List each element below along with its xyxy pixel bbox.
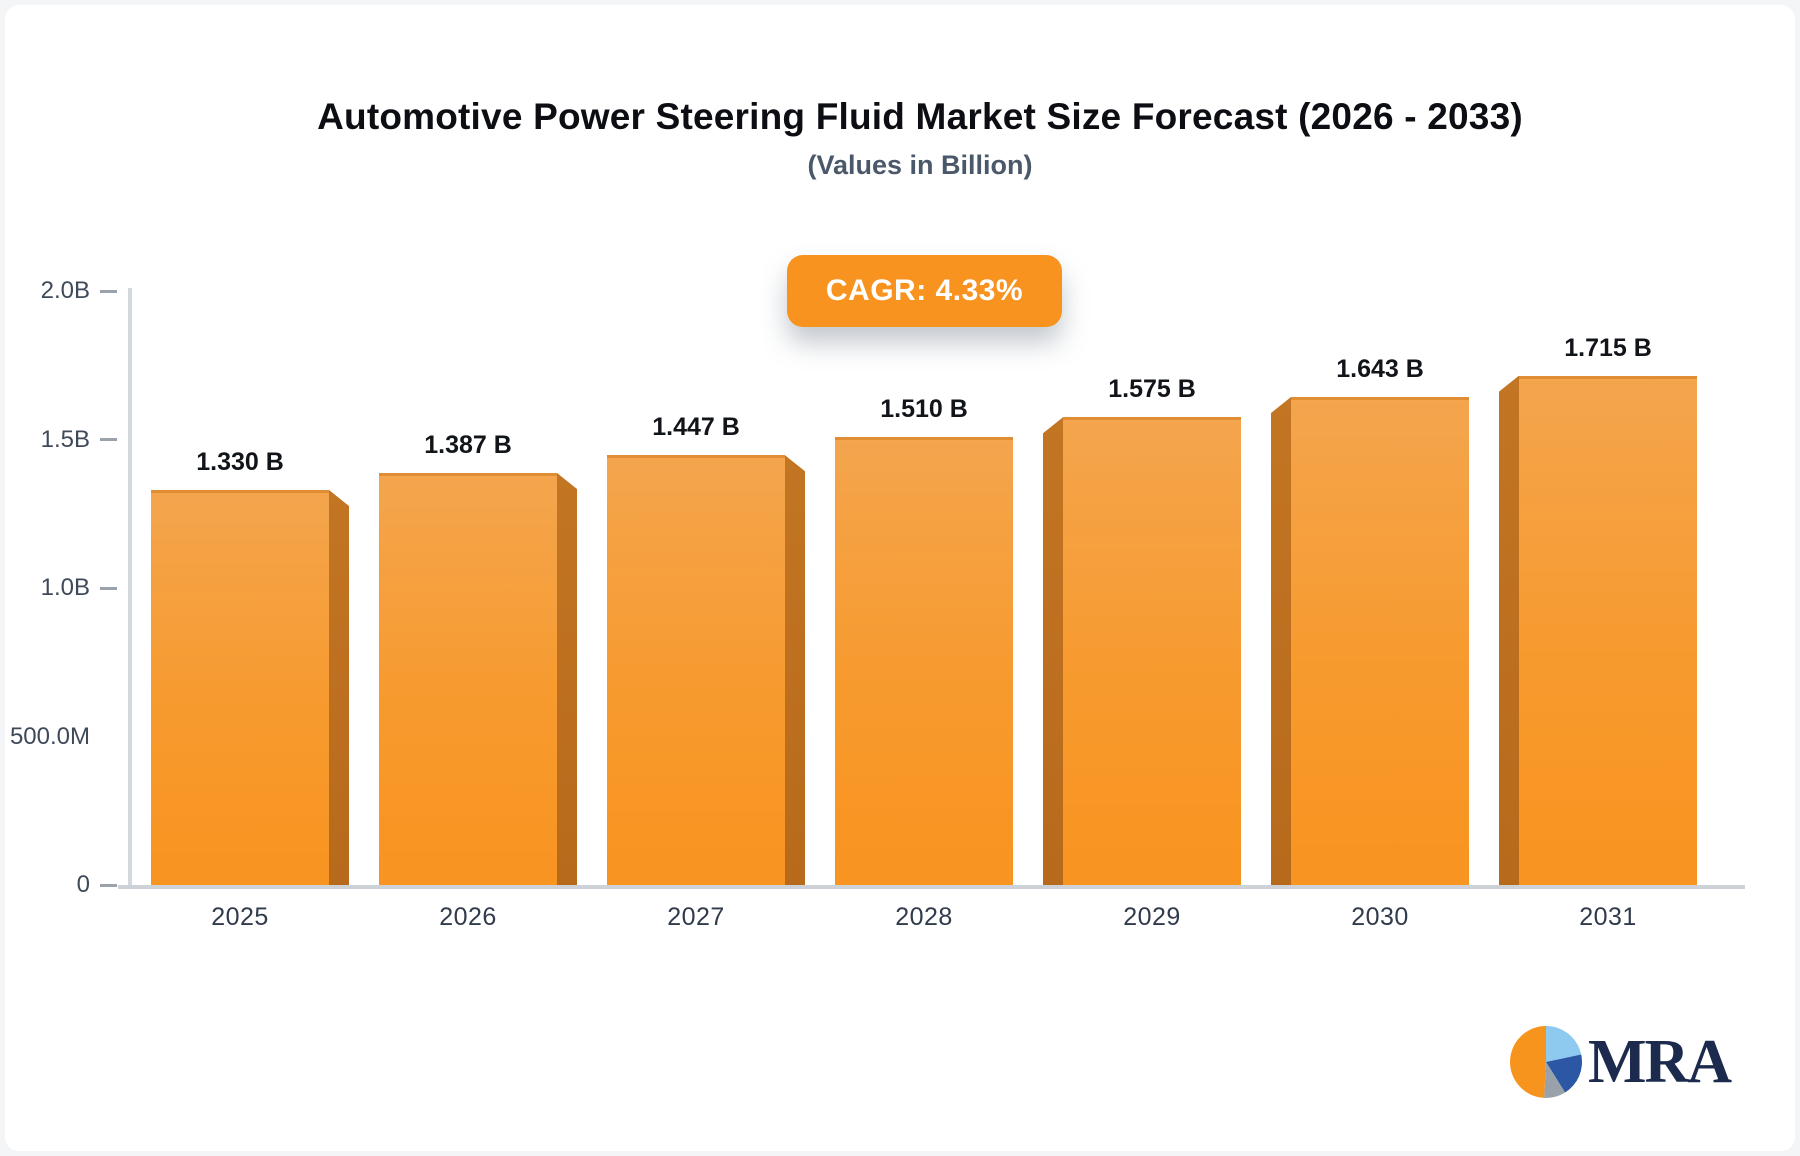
y-tick-dash [100, 883, 117, 887]
bar-value-label-2030: 1.643 B [1336, 355, 1424, 384]
chart-stage: Automotive Power Steering Fluid Market S… [5, 5, 1795, 1151]
navy-slice [1546, 1054, 1582, 1093]
bar-2028[interactable] [835, 436, 1013, 885]
bar-value-label-2026: 1.387 B [424, 431, 512, 460]
chart-subtitle: (Values in Billion) [807, 150, 1033, 180]
bar-value-label-2031: 1.715 B [1564, 333, 1652, 362]
chart-card: Automotive Power Steering Fluid Market S… [5, 5, 1795, 1151]
y-tick-label-0: 0 [76, 871, 90, 898]
y-tick-label-500.0M: 500.0M [9, 722, 90, 750]
cagr-badge: CAGR: 4.33% [787, 255, 1062, 327]
bar-side-2025 [329, 489, 349, 885]
x-tick-label-2030: 2030 [1351, 903, 1409, 931]
x-tick-label-2031: 2031 [1579, 903, 1637, 931]
chart-title: Automotive Power Steering Fluid Market S… [317, 96, 1523, 137]
bar-2030[interactable] [1291, 397, 1469, 885]
x-axis-line [118, 885, 1745, 889]
bar-2026[interactable] [379, 473, 557, 885]
bar-side-2031 [1499, 375, 1519, 885]
x-tick-label-2027: 2027 [667, 903, 725, 931]
orange-slice [1510, 1026, 1546, 1098]
y-tick-label-1.5B: 1.5B [40, 425, 90, 453]
bar-value-label-2025: 1.330 B [196, 447, 284, 476]
bar-2027[interactable] [607, 455, 785, 885]
bar-2031[interactable] [1519, 375, 1697, 885]
bar-side-2027 [785, 455, 805, 885]
mra-logo-text: MRA [1588, 1028, 1732, 1096]
x-tick-label-2028: 2028 [895, 903, 953, 931]
bar-side-2030 [1271, 397, 1291, 885]
bar-value-label-2028: 1.510 B [880, 394, 968, 423]
bar-side-2026 [557, 473, 577, 885]
gray-slice [1544, 1062, 1566, 1098]
x-tick-label-2029: 2029 [1123, 903, 1181, 931]
bar-2025[interactable] [151, 489, 329, 885]
x-tick-label-2025: 2025 [211, 903, 269, 931]
y-tick-dash [100, 289, 117, 293]
x-tick-label-2026: 2026 [439, 903, 497, 931]
light-blue-slice [1546, 1026, 1582, 1062]
mra-logo: MRA [1508, 1024, 1732, 1100]
y-tick-dash [100, 438, 117, 441]
bar-2029[interactable] [1063, 417, 1241, 885]
mra-logo-pie-icon [1510, 1026, 1582, 1098]
cagr-badge-label: CAGR: 4.33% [825, 274, 1024, 307]
y-tick-label-2.0B: 2.0B [40, 277, 90, 304]
y-tick-label-1.0B: 1.0B [40, 574, 90, 601]
y-axis-line [128, 288, 132, 888]
y-tick-dash [100, 586, 117, 590]
bar-value-label-2027: 1.447 B [652, 413, 740, 442]
bar-value-label-2029: 1.575 B [1108, 375, 1196, 404]
bar-side-2029 [1043, 417, 1063, 885]
